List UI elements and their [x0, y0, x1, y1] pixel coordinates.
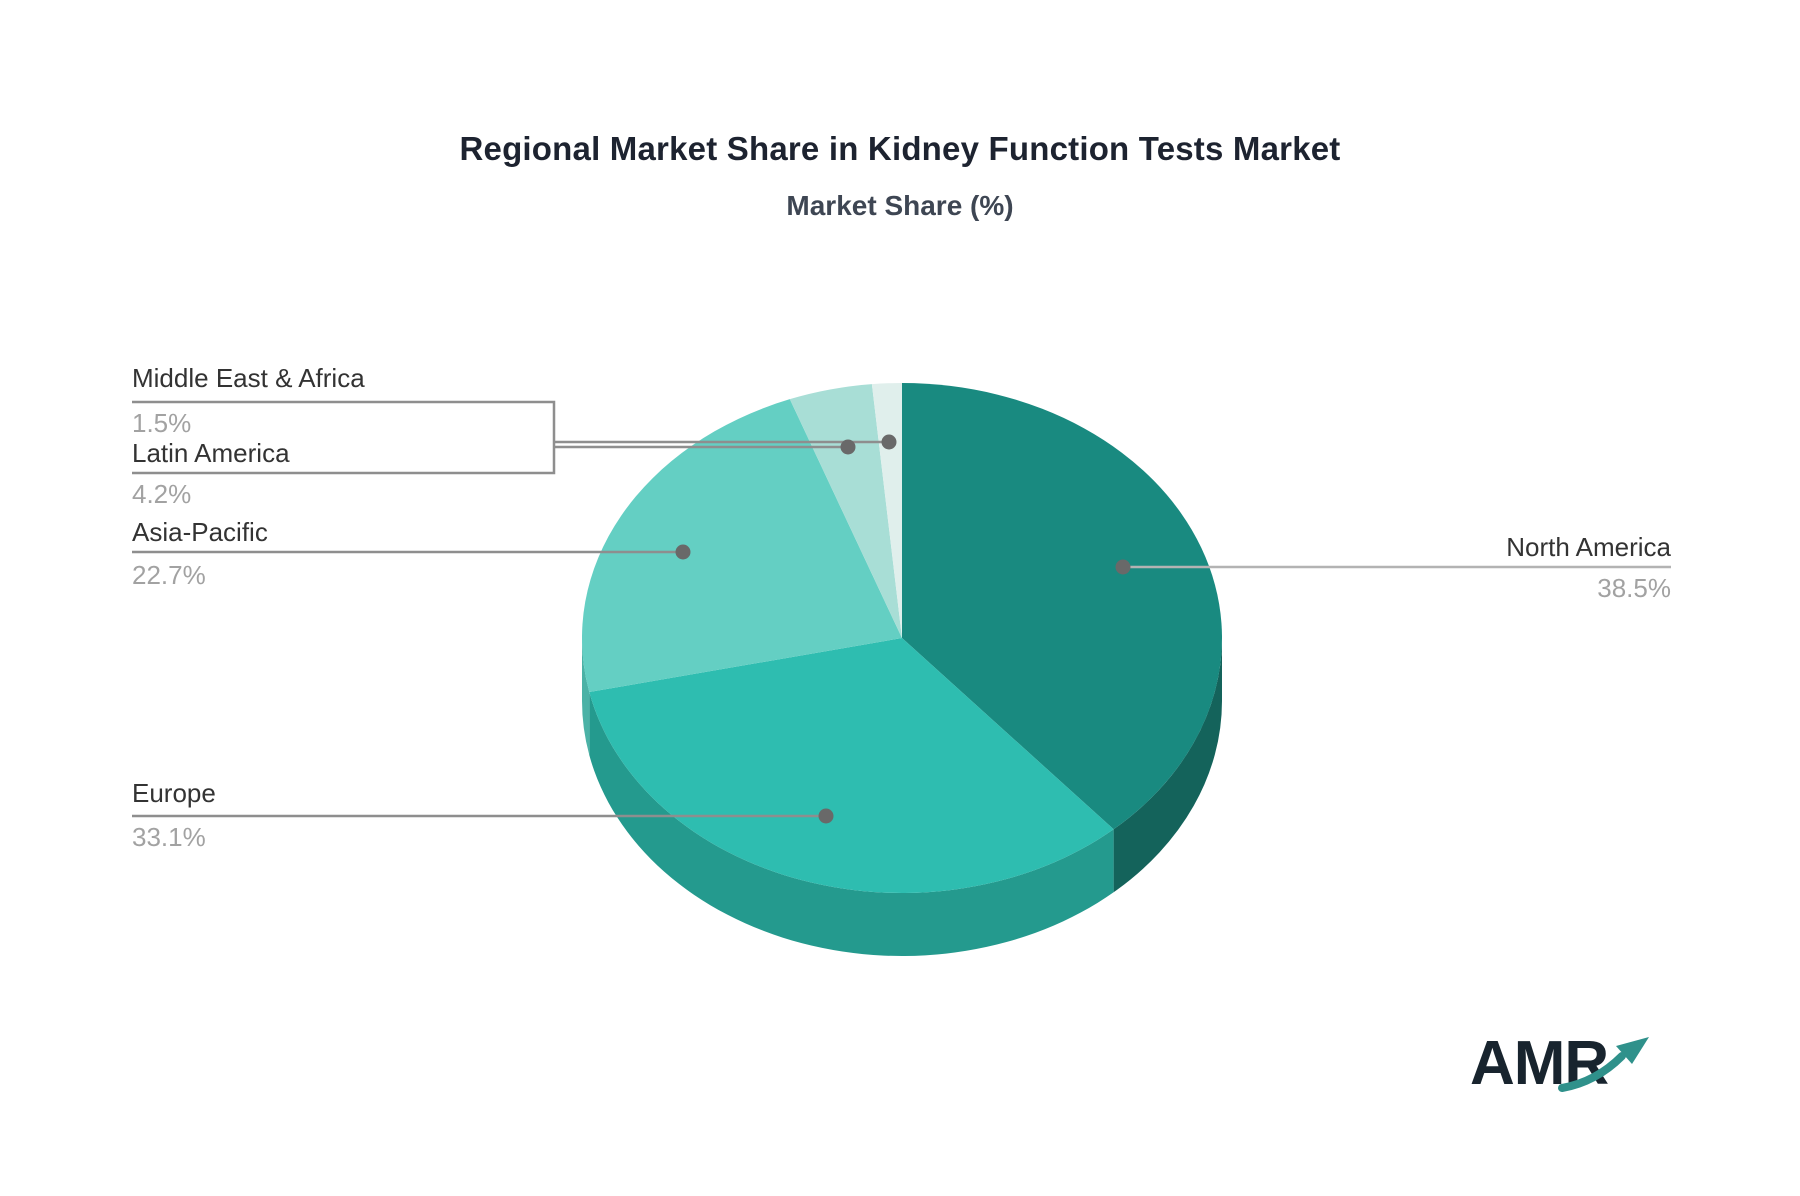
pie-slice-europe[interactable] — [589, 638, 1114, 893]
pie-slice-side-europe — [589, 692, 1114, 956]
slice-label-latin-america: Latin America — [132, 438, 290, 468]
leader-dot-middle-east-africa — [881, 434, 897, 450]
slice-value-north-america: 38.5% — [1597, 573, 1671, 603]
slice-value-asia-pacific: 22.7% — [132, 560, 206, 590]
slice-value-europe: 33.1% — [132, 822, 206, 852]
leader-dot-europe — [818, 808, 834, 824]
pie-slice-north-america[interactable] — [902, 383, 1222, 830]
pie-slice-asia-pacific[interactable] — [582, 399, 902, 693]
leader-dot-asia-pacific — [675, 544, 691, 560]
chart-title: Regional Market Share in Kidney Function… — [459, 130, 1341, 167]
leader-box-mea-latam — [132, 400, 556, 475]
slice-label-europe: Europe — [132, 778, 216, 808]
slice-label-north-america: North America — [1506, 532, 1671, 562]
slice-value-middle-east-africa: 1.5% — [132, 408, 192, 438]
leader-dot-latin-america — [840, 439, 856, 455]
leader-dot-north-america — [1115, 559, 1131, 575]
amr-logo-text: AMR — [1470, 1029, 1609, 1098]
pie-slice-side-asia-pacific — [582, 638, 590, 756]
pie-slice-side-north-america — [1113, 638, 1222, 893]
amr-logo-arrow-icon — [1558, 1037, 1649, 1092]
slice-label-middle-east-africa: Middle East & Africa — [132, 363, 365, 393]
amr-logo: AMR — [1470, 1028, 1680, 1103]
slice-label-asia-pacific: Asia-Pacific — [132, 517, 268, 547]
chart-subtitle: Market Share (%) — [786, 190, 1014, 221]
slice-value-latin-america: 4.2% — [132, 479, 192, 509]
